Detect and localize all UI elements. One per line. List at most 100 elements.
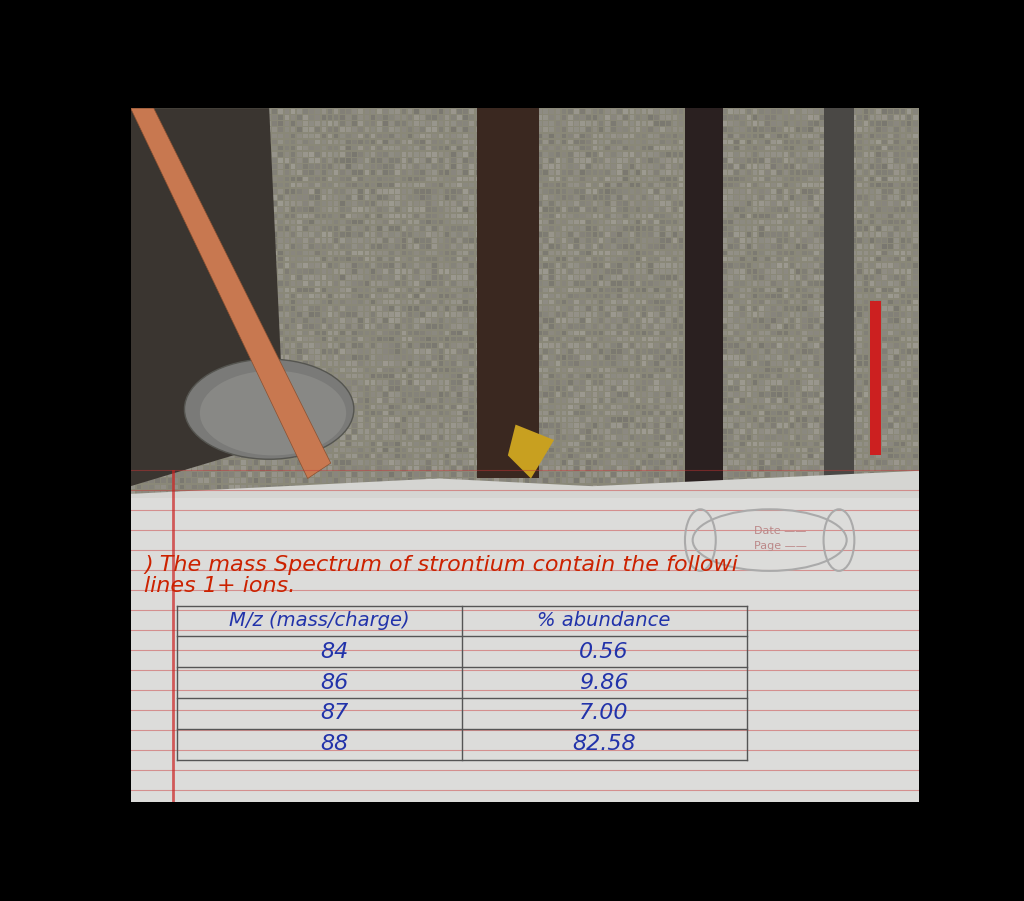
- Bar: [334, 164, 339, 169]
- Bar: [710, 226, 714, 231]
- Bar: [722, 466, 727, 471]
- Bar: [802, 349, 807, 354]
- Bar: [777, 398, 782, 403]
- Bar: [728, 287, 733, 292]
- Bar: [654, 281, 658, 286]
- Bar: [506, 312, 511, 317]
- Bar: [303, 324, 307, 329]
- Bar: [254, 133, 258, 138]
- Bar: [783, 398, 788, 403]
- Bar: [876, 324, 881, 329]
- Bar: [401, 214, 407, 218]
- Bar: [211, 177, 215, 181]
- Bar: [685, 411, 689, 415]
- Bar: [193, 238, 197, 243]
- Bar: [710, 331, 714, 335]
- Bar: [531, 306, 536, 311]
- Bar: [377, 349, 382, 354]
- Bar: [531, 368, 536, 372]
- Bar: [568, 159, 572, 163]
- Bar: [611, 324, 615, 329]
- Bar: [826, 127, 831, 132]
- Bar: [531, 250, 536, 255]
- Bar: [463, 331, 468, 335]
- Bar: [740, 170, 745, 175]
- Bar: [457, 226, 462, 231]
- Bar: [544, 115, 548, 120]
- Bar: [587, 387, 591, 391]
- Bar: [223, 454, 227, 459]
- Bar: [512, 140, 517, 144]
- Bar: [303, 417, 307, 422]
- Bar: [371, 361, 376, 366]
- Bar: [401, 164, 407, 169]
- Bar: [180, 294, 184, 298]
- Bar: [414, 294, 419, 298]
- Bar: [186, 337, 190, 341]
- Bar: [303, 244, 307, 249]
- Bar: [826, 232, 831, 237]
- Bar: [260, 392, 264, 396]
- Bar: [839, 170, 844, 175]
- Bar: [352, 159, 357, 163]
- Bar: [156, 250, 160, 255]
- Bar: [894, 201, 899, 206]
- Bar: [371, 485, 376, 489]
- Bar: [457, 287, 462, 292]
- Bar: [716, 337, 720, 341]
- Bar: [518, 355, 523, 359]
- Bar: [291, 497, 295, 502]
- Bar: [254, 331, 258, 335]
- Bar: [297, 478, 301, 483]
- Bar: [131, 435, 135, 440]
- Bar: [297, 417, 301, 422]
- Bar: [654, 177, 658, 181]
- Bar: [438, 133, 443, 138]
- Bar: [851, 244, 856, 249]
- Bar: [248, 331, 252, 335]
- Bar: [808, 411, 813, 415]
- Bar: [599, 177, 603, 181]
- Bar: [469, 220, 474, 224]
- Bar: [174, 183, 178, 187]
- Bar: [131, 115, 135, 120]
- Bar: [722, 355, 727, 359]
- Bar: [716, 159, 720, 163]
- Bar: [734, 164, 739, 169]
- Bar: [174, 159, 178, 163]
- Bar: [642, 122, 646, 126]
- Bar: [260, 232, 264, 237]
- Bar: [777, 472, 782, 477]
- Bar: [186, 250, 190, 255]
- Bar: [285, 306, 289, 311]
- Bar: [691, 460, 695, 465]
- Bar: [722, 170, 727, 175]
- Bar: [790, 226, 795, 231]
- Bar: [691, 318, 695, 323]
- Bar: [506, 423, 511, 428]
- Bar: [814, 146, 819, 150]
- Bar: [193, 127, 197, 132]
- Bar: [322, 109, 326, 114]
- Bar: [685, 478, 689, 483]
- Bar: [857, 294, 862, 298]
- Bar: [401, 312, 407, 317]
- Bar: [697, 306, 701, 311]
- Bar: [211, 312, 215, 317]
- Bar: [703, 294, 708, 298]
- Bar: [414, 454, 419, 459]
- Bar: [315, 355, 319, 359]
- Bar: [740, 355, 745, 359]
- Bar: [174, 232, 178, 237]
- Bar: [845, 263, 850, 268]
- Bar: [426, 275, 431, 280]
- Bar: [746, 183, 752, 187]
- Bar: [285, 337, 289, 341]
- Bar: [906, 281, 911, 286]
- Bar: [346, 306, 351, 311]
- Bar: [254, 368, 258, 372]
- Bar: [352, 122, 357, 126]
- Bar: [894, 183, 899, 187]
- Bar: [697, 127, 701, 132]
- Bar: [494, 189, 499, 194]
